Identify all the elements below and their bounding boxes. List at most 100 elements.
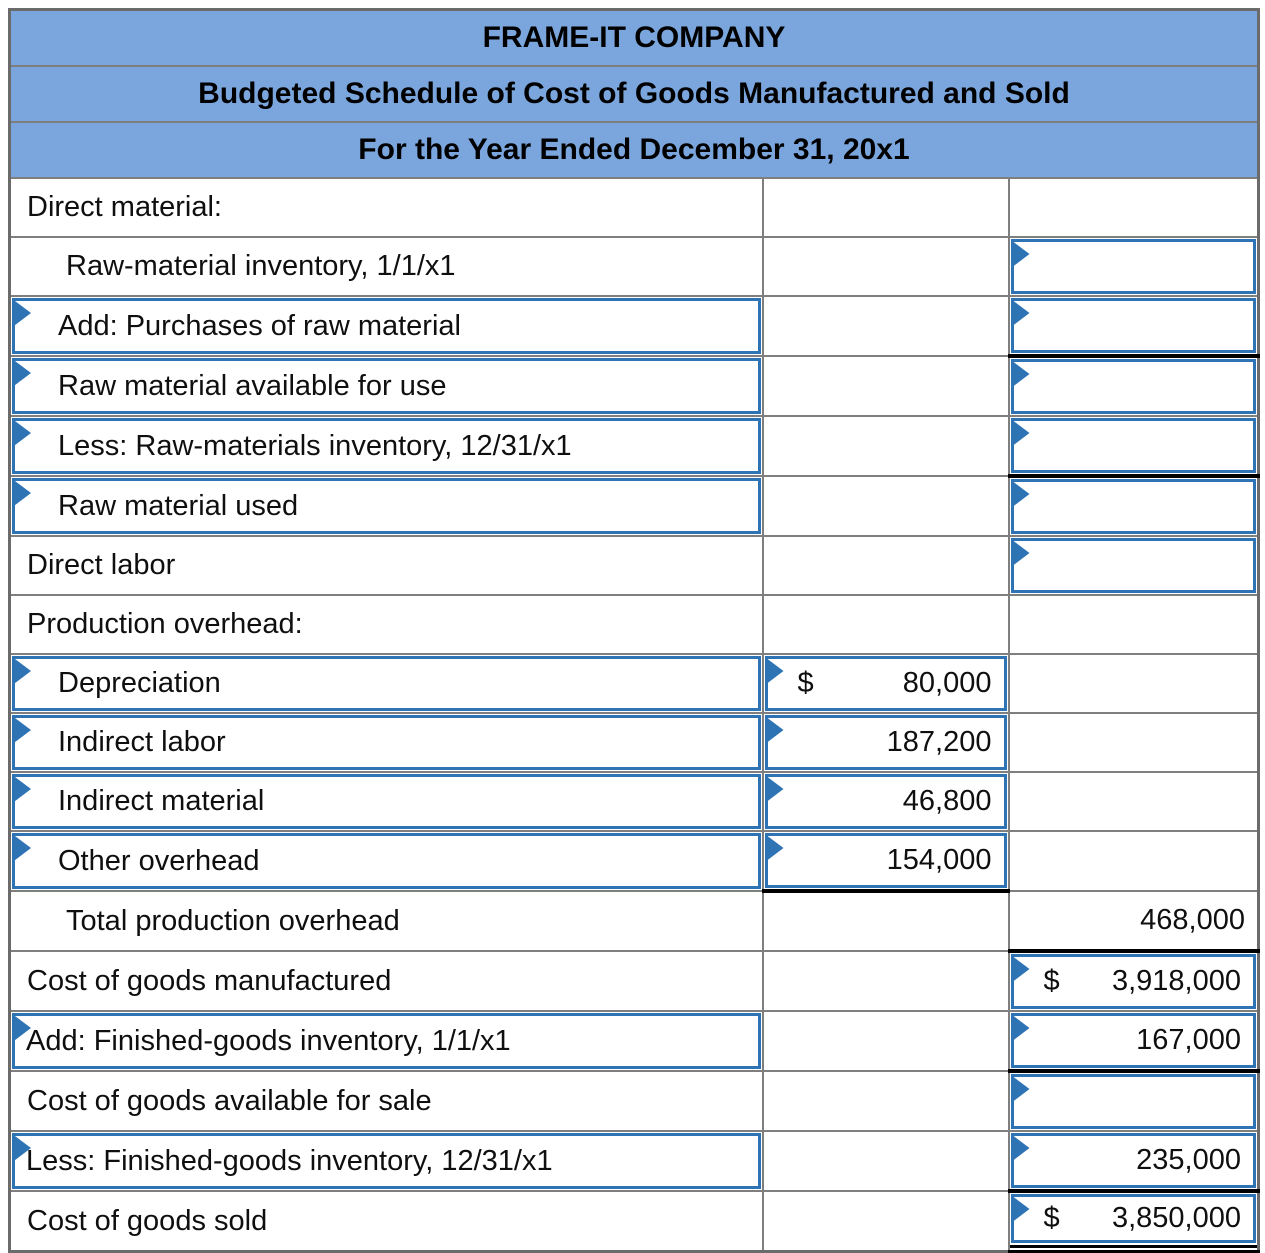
flag-icon [767, 836, 784, 861]
row-label: Less: Raw-materials inventory, 12/31/x1 [58, 429, 572, 462]
flag-icon [1013, 242, 1030, 267]
row-label: Cost of goods manufactured [27, 964, 392, 997]
amount-cell [761, 1190, 1010, 1253]
amount-cell [1007, 475, 1260, 537]
header-row-company: FRAME-IT COMPANY [8, 8, 1260, 67]
amount-cell [761, 236, 1010, 297]
amount-cell [1007, 295, 1260, 358]
table-row: Indirect labor 187,200 [8, 712, 1260, 773]
row-label: Less: Finished-goods inventory, 12/31/x1 [26, 1144, 553, 1177]
answer-input-box[interactable]: 235,000 [1010, 1133, 1256, 1188]
amount-cell: 235,000 [1007, 1130, 1260, 1193]
answer-input-box[interactable] [1010, 479, 1256, 534]
table-row: Other overhead 154,000 [8, 830, 1260, 893]
header-row-title: Budgeted Schedule of Cost of Goods Manuf… [8, 65, 1260, 123]
table-row: Add: Purchases of raw material [8, 295, 1260, 358]
label-cell: Raw-material inventory, 1/1/x1 [8, 236, 764, 297]
amount-value: 46,800 [902, 785, 992, 817]
currency-symbol: $ [797, 667, 814, 699]
label-cell: Raw material used [8, 475, 764, 537]
row-label: Other overhead [58, 844, 260, 877]
table-row: Production overhead: [8, 594, 1260, 655]
table-row: Raw material used [8, 475, 1260, 537]
flag-icon [1013, 1016, 1030, 1041]
label-cell: Production overhead: [8, 594, 764, 655]
answer-input-box[interactable] [1010, 239, 1256, 294]
answer-input-box[interactable]: 154,000 [764, 833, 1007, 888]
amount-cell: 46,800 [761, 771, 1010, 832]
amount-cell: $3,918,000 [1007, 950, 1260, 1012]
amount-cell [761, 355, 1010, 417]
row-label: Direct material: [27, 191, 222, 223]
answer-input-box[interactable]: $80,000 [764, 656, 1007, 711]
answer-input-box[interactable]: 187,200 [764, 715, 1007, 770]
amount-cell [1007, 355, 1260, 417]
answer-input-box[interactable] [1010, 359, 1256, 414]
amount-cell [761, 950, 1010, 1012]
amount-value: 154,000 [886, 844, 992, 876]
row-label: Raw material used [58, 489, 299, 522]
label-cell: Less: Finished-goods inventory, 12/31/x1 [8, 1130, 764, 1192]
label-cell: Depreciation [8, 653, 764, 714]
answer-input-box[interactable]: Depreciation [12, 656, 761, 711]
answer-input-box[interactable]: Indirect material [12, 774, 761, 829]
currency-symbol: $ [1043, 1202, 1060, 1234]
answer-input-box[interactable]: Less: Raw-materials inventory, 12/31/x1 [12, 418, 761, 474]
amount-cell: 154,000 [761, 830, 1010, 893]
label-cell: Other overhead [8, 830, 764, 892]
amount-cell [761, 1130, 1010, 1192]
label-cell: Indirect labor [8, 712, 764, 773]
flag-icon [767, 777, 784, 802]
amount-cell: 468,000 [1007, 890, 1260, 953]
flag-icon [1013, 1136, 1030, 1161]
answer-input-box[interactable]: $3,918,000 [1010, 954, 1256, 1009]
row-label: Add: Purchases of raw material [58, 309, 461, 342]
table-row: Cost of goods manufactured $3,918,000 [8, 950, 1260, 1012]
answer-input-box[interactable]: Add: Purchases of raw material [12, 298, 761, 354]
answer-input-box[interactable]: Other overhead [12, 833, 761, 889]
answer-input-box[interactable]: Raw material available for use [12, 358, 761, 414]
label-cell: Cost of goods sold [8, 1190, 764, 1253]
amount-cell [1007, 771, 1260, 832]
answer-input-box[interactable] [1010, 538, 1256, 593]
flag-icon [1013, 957, 1030, 982]
answer-input-box[interactable]: Add: Finished-goods inventory, 1/1/x1 [12, 1013, 761, 1069]
table-row: Less: Finished-goods inventory, 12/31/x1… [8, 1130, 1260, 1193]
flag-icon [1013, 541, 1030, 566]
answer-input-box[interactable]: 46,800 [764, 774, 1007, 829]
answer-input-box[interactable]: $3,850,000 [1010, 1194, 1256, 1243]
row-label: Direct labor [27, 549, 176, 581]
amount-cell [1007, 415, 1260, 478]
amount-value: 167,000 [1136, 1024, 1241, 1056]
answer-input-box[interactable] [1010, 418, 1256, 473]
answer-input-box[interactable]: Indirect labor [12, 715, 761, 770]
amount-cell [761, 1070, 1010, 1132]
answer-input-box[interactable]: Less: Finished-goods inventory, 12/31/x1 [12, 1133, 761, 1189]
header-row-period: For the Year Ended December 31, 20x1 [8, 121, 1260, 179]
answer-input-box[interactable] [1010, 298, 1256, 353]
label-cell: Indirect material [8, 771, 764, 832]
row-label: Production overhead: [27, 608, 303, 640]
amount-cell [1007, 236, 1260, 297]
amount-cell [1007, 535, 1260, 596]
flag-icon [767, 718, 784, 743]
answer-input-box[interactable]: Raw material used [12, 478, 761, 534]
company-name: FRAME-IT COMPANY [8, 8, 1260, 67]
row-label: Add: Finished-goods inventory, 1/1/x1 [26, 1024, 511, 1057]
amount-value: 3,850,000 [1111, 1202, 1241, 1234]
flag-icon [767, 659, 784, 684]
amount-cell [1007, 177, 1260, 238]
row-label: Total production overhead [66, 904, 400, 937]
amount-cell [1007, 830, 1260, 892]
answer-input-box[interactable] [1010, 1074, 1256, 1129]
amount-cell [1007, 1070, 1260, 1132]
answer-input-box[interactable]: 167,000 [1010, 1013, 1256, 1068]
table-row: Add: Finished-goods inventory, 1/1/x1 16… [8, 1010, 1260, 1073]
amount-cell [761, 594, 1010, 655]
label-cell: Add: Finished-goods inventory, 1/1/x1 [8, 1010, 764, 1072]
cogs-schedule-table: FRAME-IT COMPANY Budgeted Schedule of Co… [8, 8, 1260, 1253]
period-title: For the Year Ended December 31, 20x1 [8, 121, 1260, 179]
amount-cell: 187,200 [761, 712, 1010, 773]
flag-icon [1013, 362, 1030, 387]
amount-cell [1007, 594, 1260, 655]
